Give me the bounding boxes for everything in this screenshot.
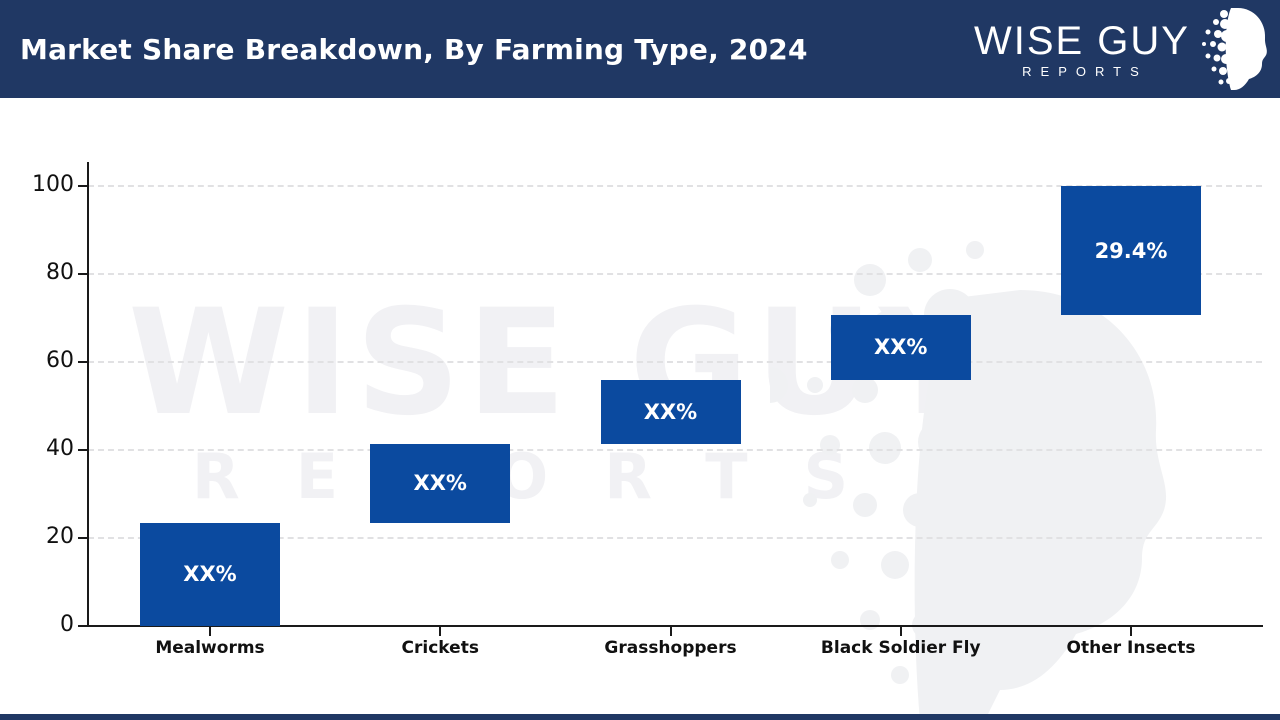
x-tick-mark-grasshoppers (669, 627, 672, 636)
bar-value-label-grasshoppers: XX% (643, 399, 698, 424)
x-tick-mark-crickets (439, 627, 442, 636)
y-tick-label-80: 80 (46, 260, 74, 285)
x-category-label-other-insects: Other Insects (1066, 638, 1196, 658)
y-tick-label-0: 0 (60, 612, 74, 637)
bar-value-label-mealworms: XX% (183, 562, 237, 587)
x-tick-mark-mealworms (209, 627, 211, 636)
logo-line-reports: REPORTS (1022, 63, 1148, 79)
gridline-80 (88, 273, 1262, 275)
bar-value-label-other-insects: 29.4% (1094, 238, 1168, 263)
bar-grasshoppers: XX% (600, 379, 741, 445)
bar-mealworms: XX% (140, 522, 280, 626)
bar-value-label-crickets: XX% (413, 471, 467, 496)
x-category-label-crickets: Crickets (401, 638, 479, 658)
y-tick-mark-60 (78, 361, 88, 363)
x-tick-mark-other-insects (1130, 627, 1132, 636)
bar-value-label-black-soldier-fly: XX% (874, 335, 928, 360)
y-axis-spine (87, 162, 89, 627)
bar-black-soldier-fly: XX% (830, 315, 971, 380)
y-tick-label-20: 20 (46, 524, 74, 549)
footer-band (0, 714, 1280, 720)
header-band: Market Share Breakdown, By Farming Type,… (0, 0, 1280, 98)
x-tick-mark-black-soldier-fly (899, 627, 902, 636)
page-title: Market Share Breakdown, By Farming Type,… (20, 32, 808, 66)
gridline-60 (88, 361, 1262, 363)
logo-line-wise-guy: WISE GUY (973, 18, 1190, 63)
y-tick-mark-40 (78, 449, 88, 451)
watermark-reports: REPORTS (192, 440, 905, 513)
y-tick-mark-20 (78, 537, 88, 539)
gridline-100 (88, 185, 1262, 187)
y-tick-mark-80 (78, 273, 88, 275)
x-axis-spine (87, 625, 1263, 627)
y-tick-label-40: 40 (46, 436, 74, 461)
y-tick-mark-0 (78, 625, 88, 627)
gridline-20 (88, 537, 1262, 539)
x-category-label-black-soldier-fly: Black Soldier Fly (820, 638, 981, 658)
x-category-label-mealworms: Mealworms (155, 638, 265, 658)
x-category-label-grasshoppers: Grasshoppers (604, 638, 737, 658)
bar-crickets: XX% (370, 444, 511, 523)
y-tick-label-100: 100 (32, 172, 74, 197)
y-tick-label-60: 60 (46, 348, 74, 373)
wise-guy-reports-logo: WISE GUY REPORTS (974, 0, 1268, 98)
y-tick-mark-100 (78, 185, 88, 187)
logo-wordmark: WISE GUY REPORTS (974, 21, 1190, 78)
gridline-40 (88, 449, 1262, 451)
logo-head-icon (1202, 8, 1267, 90)
bar-other-insects: 29.4% (1061, 186, 1201, 316)
